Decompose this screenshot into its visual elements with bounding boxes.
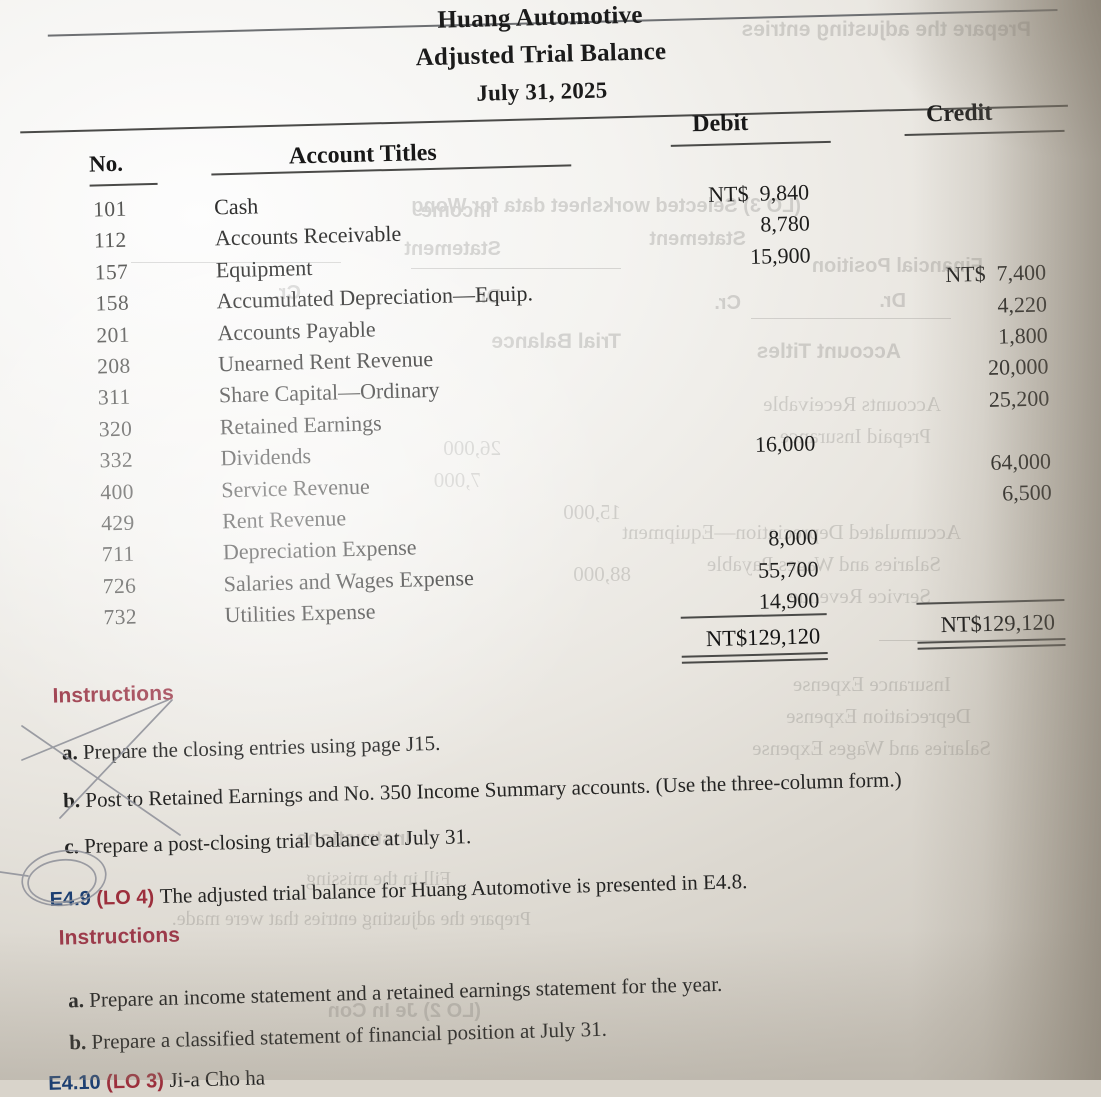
account-number: 732 — [103, 604, 138, 630]
exercise-number: E4.10 — [48, 1071, 107, 1095]
learning-objective: (LO 3) — [105, 1069, 170, 1094]
account-title: Accumulated Depreciation—Equip. — [216, 280, 534, 314]
debit-amount — [616, 274, 811, 279]
debit-amount: 8,780 — [760, 210, 811, 238]
credit-amount: 4,220 — [997, 290, 1048, 318]
credit-amount — [864, 573, 1054, 578]
item-text: Prepare a classified statement of financ… — [91, 1016, 608, 1054]
instruction-item-a-e48: a. Prepare the closing entries using pag… — [62, 731, 441, 766]
debit-total-double-rule-1 — [681, 652, 828, 658]
no-header-underline — [89, 182, 158, 187]
table-rows: 101 Cash NT$ 9,840 112 Accounts Receivable 8,… — [0, 0, 1090, 629]
total-credit: NT$129,120 — [940, 609, 1056, 638]
debit-amount: 8,000 — [767, 524, 819, 551]
account-title: Rent Revenue — [221, 505, 347, 534]
account-title: Salaries and Wages Expense — [223, 564, 475, 597]
debit-amount: 16,000 — [754, 430, 816, 458]
exercise-text: Ji-a Cho ha — [169, 1065, 266, 1092]
account-number: 158 — [95, 290, 130, 316]
credit-amount — [860, 417, 1050, 422]
learning-objective: (LO 4) — [96, 886, 160, 910]
item-text: Prepare an income statement and a retain… — [88, 971, 723, 1012]
table-row: 732 Utilities Expense 14,900 — [0, 0, 1091, 629]
account-number: 112 — [93, 228, 127, 253]
item-text: Post to Retained Earnings and No. 350 In… — [85, 767, 902, 812]
instruction-item-b-e49: b. Prepare a classified statement of fin… — [69, 1017, 607, 1056]
debit-amount: NT$ 9,840 — [707, 179, 810, 207]
item-marker: b. — [62, 787, 86, 813]
item-marker: b. — [68, 1029, 92, 1055]
total-debit: NT$129,120 — [705, 623, 821, 652]
account-title: Equipment — [215, 254, 313, 283]
account-number: 711 — [101, 541, 135, 567]
item-text: Prepare a post-closing trial balance at … — [83, 824, 472, 858]
account-title: Depreciation Expense — [222, 534, 417, 565]
credit-amount: 1,800 — [997, 322, 1049, 349]
account-number: 157 — [94, 259, 129, 285]
column-header-credit: Credit — [925, 99, 993, 128]
credit-total-double-rule-1 — [917, 638, 1066, 644]
credit-total-rule — [916, 599, 1065, 605]
debit-total-double-rule-2 — [681, 658, 828, 664]
account-number: 201 — [96, 322, 131, 348]
debit-amount — [621, 462, 816, 467]
exercise-reference-e410: E4.10 (LO 3) Ji-a Cho ha — [48, 1065, 265, 1095]
credit-amount — [862, 511, 1052, 516]
column-header-debit: Debit — [691, 109, 749, 138]
account-title: Utilities Expense — [224, 598, 376, 628]
account-number: 332 — [99, 447, 134, 473]
account-title: Unearned Rent Revenue — [217, 345, 434, 377]
trial-balance-table: No. Account Titles Debit Credit 101 Cash N… — [0, 0, 1090, 664]
account-title: Share Capital—Ordinary — [218, 377, 440, 408]
account-number: 101 — [92, 196, 127, 222]
column-header-titles: Account Titles — [288, 139, 438, 170]
instruction-item-c-e48: c. Prepare a post-closing trial balance … — [64, 824, 472, 859]
account-number: 726 — [102, 573, 137, 599]
account-number: 208 — [96, 353, 131, 379]
column-header-no: No. — [88, 150, 124, 177]
debit-amount — [618, 336, 813, 341]
account-title: Accounts Receivable — [214, 221, 402, 251]
account-number: 400 — [100, 479, 135, 504]
credit-header-underline — [904, 129, 1065, 136]
credit-amount: NT$ 7,400 — [945, 259, 1047, 288]
account-number: 429 — [100, 510, 135, 536]
item-marker: a. — [67, 987, 90, 1013]
credit-total-double-rule-2 — [917, 644, 1066, 650]
instructions-heading-e49: Instructions — [58, 923, 181, 950]
account-title: Cash — [213, 193, 259, 220]
exercise-number: E4.9 — [49, 887, 97, 911]
credit-amount — [854, 197, 1044, 202]
credit-amount — [853, 165, 1043, 170]
account-title: Retained Earnings — [219, 410, 382, 440]
instruction-item-a-e49: a. Prepare an income statement and a ret… — [68, 972, 723, 1014]
item-marker: a. — [61, 739, 84, 765]
account-number: 311 — [97, 385, 131, 410]
credit-amount: 64,000 — [990, 447, 1052, 475]
item-marker: c. — [64, 833, 85, 859]
account-title: Dividends — [220, 443, 312, 471]
account-title: Service Revenue — [221, 473, 371, 502]
debit-amount — [619, 399, 814, 404]
instruction-item-b-e48: b. Post to Retained Earnings and No. 350… — [63, 767, 902, 813]
debit-amount — [622, 493, 817, 498]
debit-amount — [617, 305, 812, 310]
exercise-reference-e49: E4.9 (LO 4) The adjusted trial balance f… — [49, 869, 747, 912]
item-text: Prepare the closing entries using page J… — [82, 730, 441, 764]
credit-amount — [855, 228, 1045, 233]
exercise-text: The adjusted trial balance for Huang Aut… — [159, 869, 748, 909]
debit-header-underline — [670, 140, 831, 147]
credit-amount: 25,200 — [988, 385, 1050, 412]
debit-amount: 15,900 — [749, 242, 811, 269]
instructions-heading-e48: Instructions — [52, 681, 175, 708]
credit-amount: 20,000 — [987, 353, 1049, 381]
debit-amount — [619, 368, 814, 373]
account-number: 320 — [98, 416, 133, 442]
credit-amount: 6,500 — [1001, 479, 1052, 506]
credit-amount — [863, 542, 1053, 547]
account-title: Accounts Payable — [217, 315, 376, 345]
debit-amount: 55,700 — [757, 556, 819, 583]
